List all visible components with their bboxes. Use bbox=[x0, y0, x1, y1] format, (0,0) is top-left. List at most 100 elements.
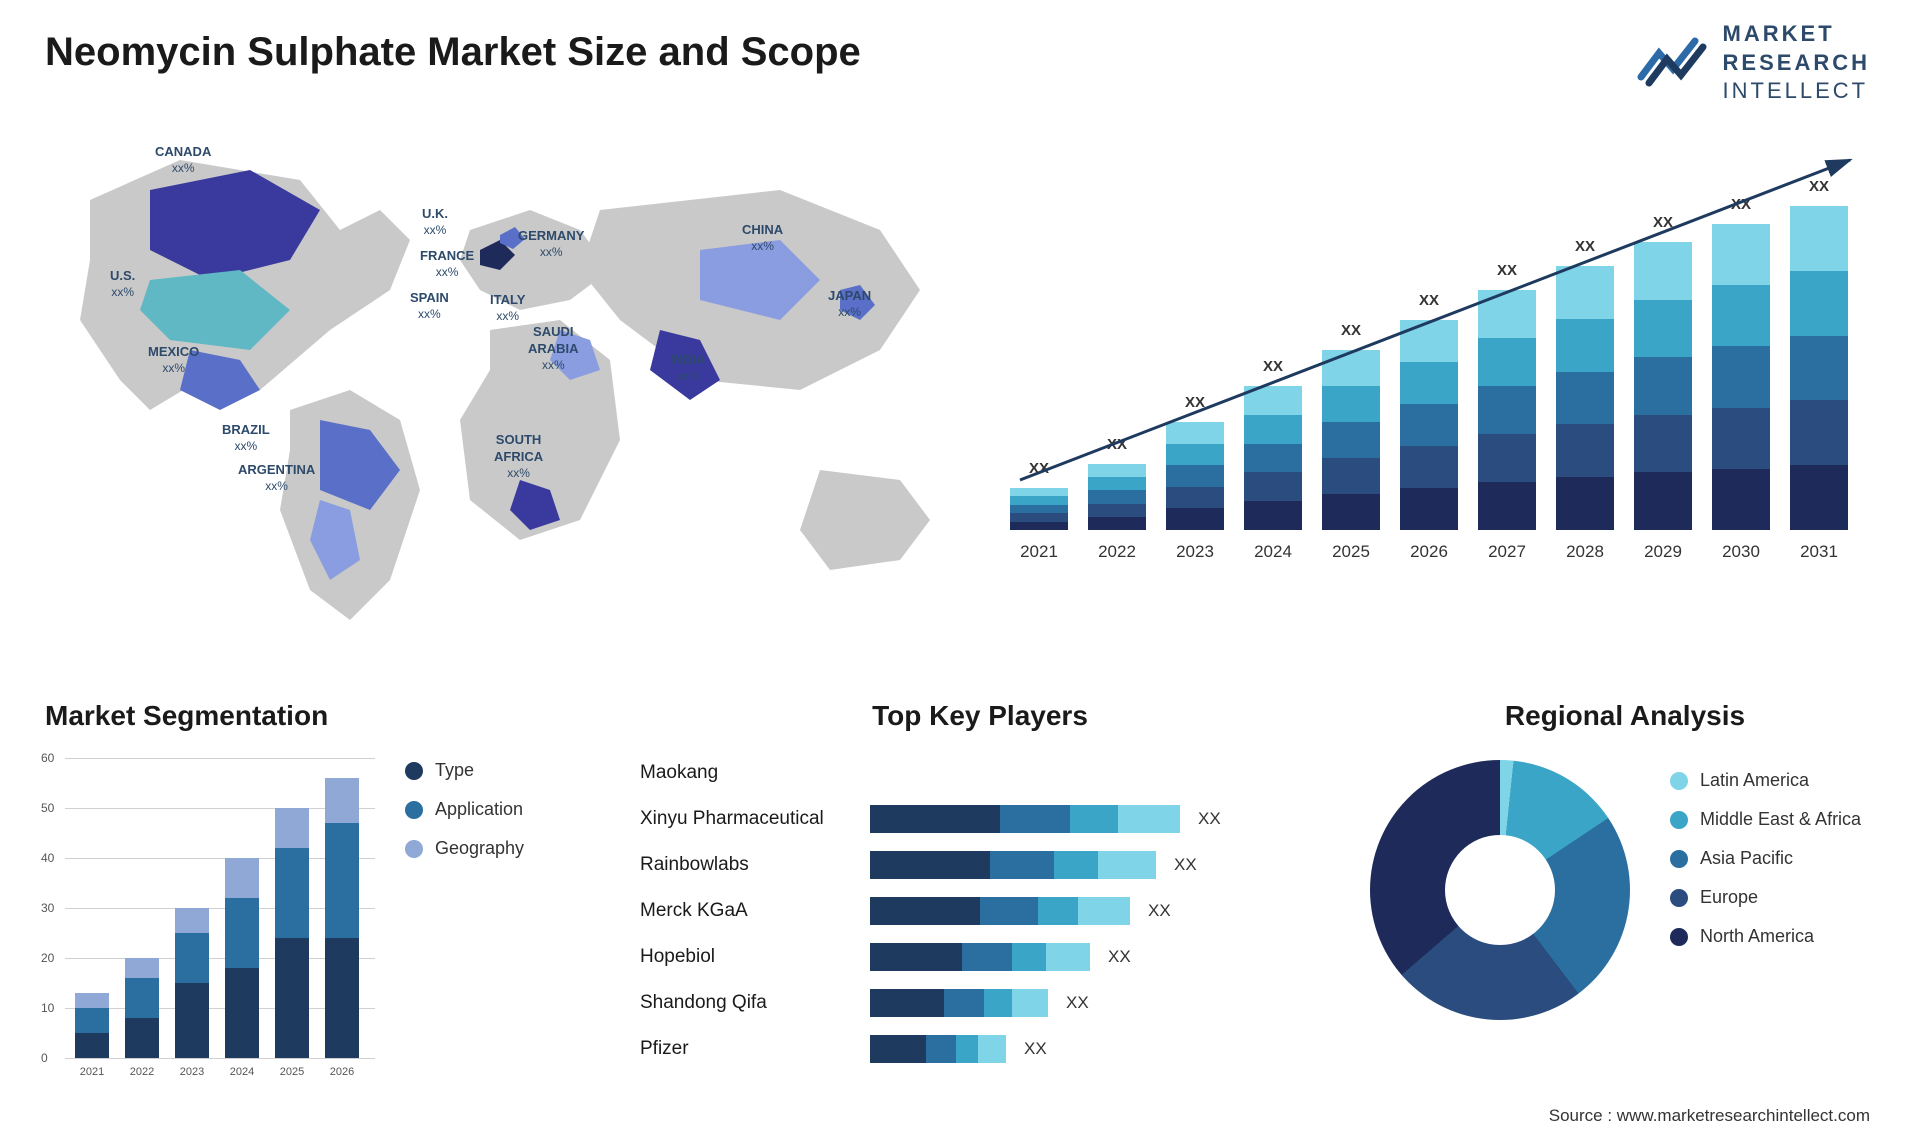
map-label: ARGENTINAxx% bbox=[238, 462, 315, 494]
growth-bar-year: 2025 bbox=[1322, 542, 1380, 562]
seg-legend-item: Geography bbox=[405, 838, 524, 859]
seg-ytick: 50 bbox=[41, 801, 54, 815]
growth-bar-seg bbox=[1556, 424, 1614, 477]
key-player-bar-seg bbox=[870, 805, 1000, 833]
growth-bar-seg bbox=[1556, 319, 1614, 372]
key-player-bar-seg bbox=[944, 989, 984, 1017]
key-player-name: Maokang bbox=[640, 762, 870, 784]
growth-bar-seg bbox=[1400, 320, 1458, 362]
map-label: BRAZILxx% bbox=[222, 422, 270, 454]
growth-bar-seg bbox=[1478, 338, 1536, 386]
seg-bar-seg bbox=[225, 898, 259, 968]
growth-bar-chart: XXXXXXXXXXXXXXXXXXXXXX 20212022202320242… bbox=[1000, 150, 1880, 570]
seg-bar-seg bbox=[325, 778, 359, 823]
growth-bar-col: XX bbox=[1400, 320, 1458, 530]
growth-bar-label: XX bbox=[1556, 238, 1614, 255]
legend-label: Asia Pacific bbox=[1700, 848, 1793, 869]
key-player-bar-seg bbox=[990, 851, 1054, 879]
map-label: U.S.xx% bbox=[110, 268, 135, 300]
growth-bar-seg bbox=[1244, 472, 1302, 501]
legend-label: Geography bbox=[435, 838, 524, 859]
seg-bar-seg bbox=[125, 1018, 159, 1058]
regional-donut bbox=[1370, 760, 1630, 1020]
growth-bar-label: XX bbox=[1322, 322, 1380, 339]
growth-bar-label: XX bbox=[1634, 214, 1692, 231]
growth-bar-seg bbox=[1166, 465, 1224, 487]
growth-bar-seg bbox=[1322, 458, 1380, 494]
key-player-name: Hopebiol bbox=[640, 946, 870, 968]
growth-bar-label: XX bbox=[1088, 436, 1146, 453]
growth-bar-label: XX bbox=[1712, 196, 1770, 213]
seg-bar-seg bbox=[75, 993, 109, 1008]
growth-bar-seg bbox=[1478, 482, 1536, 530]
growth-bar-col: XX bbox=[1166, 422, 1224, 530]
key-player-bar bbox=[870, 989, 1048, 1017]
seg-bar-seg bbox=[125, 958, 159, 978]
key-player-bar-seg bbox=[1046, 943, 1090, 971]
segmentation-panel: Market Segmentation 01020304050602021202… bbox=[45, 700, 605, 1082]
map-label: JAPANxx% bbox=[828, 288, 871, 320]
growth-bar-seg bbox=[1400, 362, 1458, 404]
legend-label: Type bbox=[435, 760, 474, 781]
seg-bar-seg bbox=[175, 983, 209, 1058]
growth-bar-seg bbox=[1244, 415, 1302, 444]
regional-title: Regional Analysis bbox=[1370, 700, 1880, 732]
key-players-rows: Maokang Xinyu Pharmaceutical XX Rainbowlabs… bbox=[640, 750, 1320, 1072]
seg-ytick: 0 bbox=[41, 1051, 48, 1065]
growth-bar-seg bbox=[1322, 350, 1380, 386]
seg-legend-item: Application bbox=[405, 799, 524, 820]
growth-bar-col: XX bbox=[1634, 242, 1692, 530]
map-label: CHINAxx% bbox=[742, 222, 783, 254]
key-player-name: Shandong Qifa bbox=[640, 992, 870, 1014]
seg-bar-col bbox=[225, 858, 259, 1058]
seg-xtick: 2023 bbox=[175, 1066, 209, 1078]
map-label: MEXICOxx% bbox=[148, 344, 199, 376]
growth-bar-seg bbox=[1400, 488, 1458, 530]
key-player-value: XX bbox=[1024, 1039, 1047, 1059]
legend-dot-icon bbox=[405, 840, 423, 858]
seg-bar-seg bbox=[125, 978, 159, 1018]
growth-bar-seg bbox=[1790, 271, 1848, 336]
map-label: SOUTHAFRICAxx% bbox=[494, 432, 543, 481]
seg-bar-seg bbox=[175, 908, 209, 933]
growth-bar-year: 2023 bbox=[1166, 542, 1224, 562]
key-player-row: Shandong QifaXX bbox=[640, 980, 1320, 1026]
key-player-bar-seg bbox=[984, 989, 1012, 1017]
seg-ytick: 10 bbox=[41, 1001, 54, 1015]
key-player-bar bbox=[870, 851, 1156, 879]
legend-dot-icon bbox=[405, 801, 423, 819]
seg-ytick: 40 bbox=[41, 851, 54, 865]
seg-ytick: 60 bbox=[41, 751, 54, 765]
growth-bar-seg bbox=[1556, 372, 1614, 425]
growth-bar-seg bbox=[1010, 505, 1068, 513]
seg-bar-seg bbox=[225, 968, 259, 1058]
seg-bar-seg bbox=[75, 1008, 109, 1033]
key-player-bar-seg bbox=[870, 897, 980, 925]
key-player-row: Merck KGaAXX bbox=[640, 888, 1320, 934]
growth-bar-year: 2031 bbox=[1790, 542, 1848, 562]
regional-legend-item: Latin America bbox=[1670, 770, 1861, 791]
legend-label: Latin America bbox=[1700, 770, 1809, 791]
growth-bar-seg bbox=[1166, 444, 1224, 466]
growth-bar-col: XX bbox=[1556, 266, 1614, 530]
seg-bar-col bbox=[125, 958, 159, 1058]
key-player-bar-seg bbox=[1038, 897, 1078, 925]
key-player-bar-seg bbox=[1012, 943, 1046, 971]
seg-bar-seg bbox=[325, 938, 359, 1058]
growth-bar-seg bbox=[1712, 408, 1770, 469]
seg-bar-seg bbox=[225, 858, 259, 898]
growth-bar-seg bbox=[1790, 206, 1848, 271]
map-label: ITALYxx% bbox=[490, 292, 525, 324]
growth-bar-year: 2030 bbox=[1712, 542, 1770, 562]
growth-bar-seg bbox=[1478, 290, 1536, 338]
growth-bar-label: XX bbox=[1790, 178, 1848, 195]
seg-ytick: 30 bbox=[41, 901, 54, 915]
key-player-bar-seg bbox=[980, 897, 1038, 925]
world-map: CANADAxx%U.S.xx%MEXICOxx%BRAZILxx%ARGENT… bbox=[40, 130, 960, 630]
key-player-row: RainbowlabsXX bbox=[640, 842, 1320, 888]
logo-icon bbox=[1637, 31, 1709, 95]
key-player-bar-seg bbox=[962, 943, 1012, 971]
source-text: Source : www.marketresearchintellect.com bbox=[1549, 1106, 1870, 1126]
key-player-row: Maokang bbox=[640, 750, 1320, 796]
key-player-name: Xinyu Pharmaceutical bbox=[640, 808, 870, 830]
